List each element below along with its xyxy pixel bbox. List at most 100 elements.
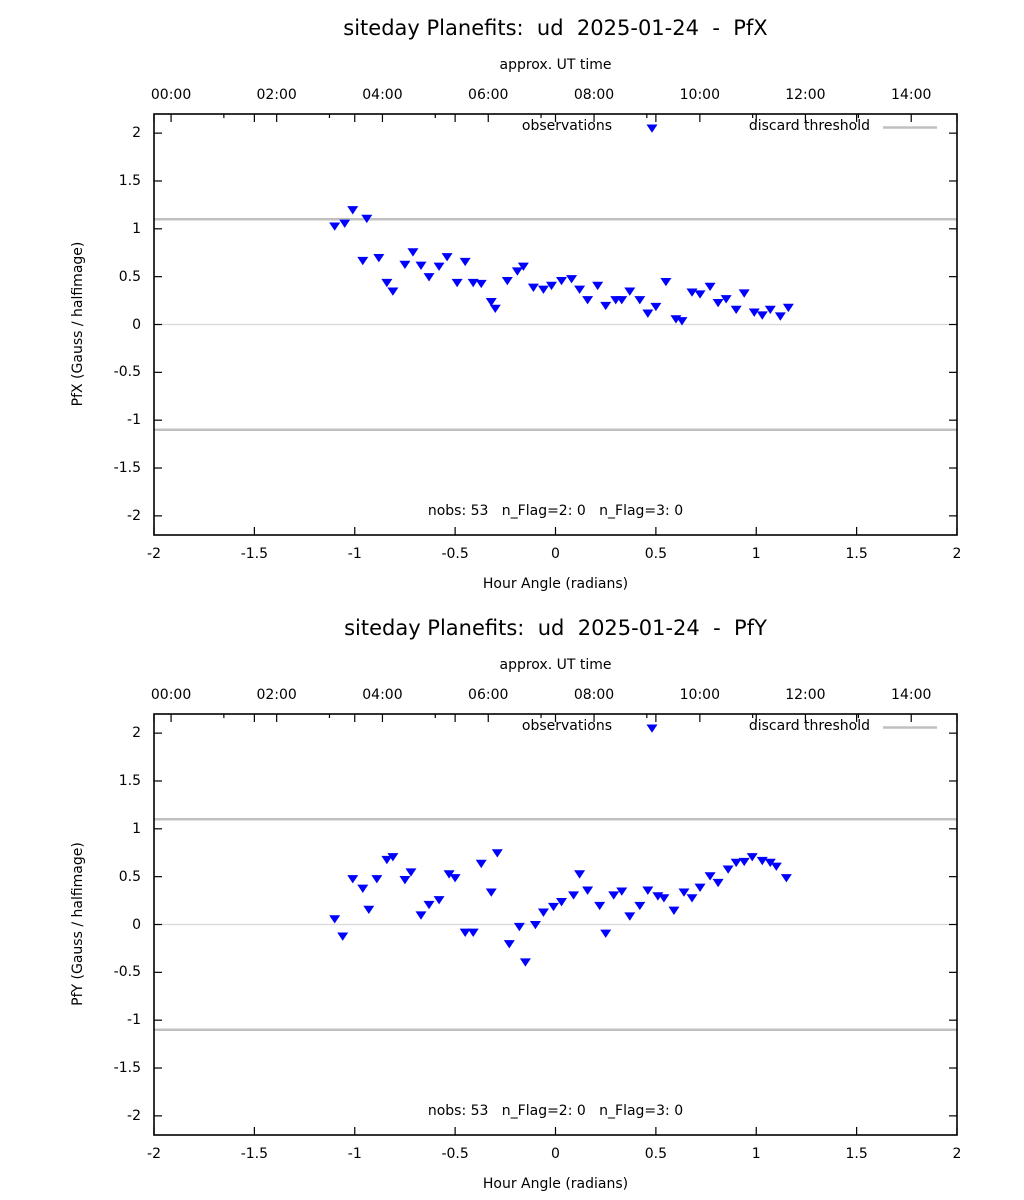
ut-axis-label: approx. UT time — [499, 657, 612, 673]
y-tick-label: -2 — [127, 1107, 141, 1124]
plot-area-pfy — [153, 713, 958, 1136]
data-point-marker — [449, 874, 461, 883]
y-tick-label: 2 — [132, 725, 141, 742]
ut-tick-label: 06:00 — [468, 687, 509, 703]
y-tick-label: 0.5 — [118, 268, 141, 285]
data-point-marker — [704, 872, 716, 881]
data-point-marker — [764, 305, 776, 314]
data-point-marker — [694, 883, 706, 892]
data-point-marker — [556, 276, 568, 286]
data-point-marker — [756, 856, 768, 866]
ut-tick-label: 10:00 — [679, 87, 720, 103]
data-point-marker — [485, 298, 497, 307]
ut-tick-label: 12:00 — [785, 87, 826, 103]
data-point-marker — [329, 915, 341, 924]
data-point-marker — [686, 894, 698, 903]
y-tick-label: 0 — [132, 916, 141, 933]
data-point-marker — [433, 896, 445, 905]
y-tick-label: 1.5 — [118, 172, 141, 189]
data-point-marker — [537, 908, 549, 917]
ut-tick-label: 06:00 — [468, 87, 509, 103]
data-point-marker — [423, 900, 435, 910]
data-point-marker — [423, 273, 435, 282]
data-point-marker — [337, 932, 349, 941]
x-tick-label: -1 — [347, 1146, 362, 1162]
data-point-marker — [415, 261, 427, 270]
data-point-marker — [600, 929, 612, 938]
data-point-marker — [475, 859, 487, 869]
plot-pfx: siteday Planefits: ud 2025-01-24 - PfX a… — [70, 16, 962, 592]
ut-tick-label: 10:00 — [679, 687, 720, 703]
data-point-marker — [451, 278, 463, 288]
plot-border — [153, 113, 958, 536]
data-point-marker — [582, 886, 594, 895]
data-point-marker — [658, 894, 670, 903]
data-point-marker — [361, 214, 373, 224]
data-point-marker — [774, 312, 786, 321]
legend-observations-label: observations — [521, 118, 612, 134]
data-point-marker — [722, 865, 734, 874]
data-point-marker — [694, 290, 706, 299]
plot-title: siteday Planefits: ud 2025-01-24 - PfX — [343, 16, 768, 40]
data-point-marker — [650, 302, 662, 312]
data-point-marker — [624, 287, 636, 296]
data-point-marker — [608, 891, 620, 900]
data-point-marker — [545, 281, 557, 291]
data-point-marker — [519, 958, 531, 967]
legend-threshold-label: discard threshold — [748, 118, 870, 134]
x-tick-label: -1.5 — [240, 546, 269, 562]
stats-annotation: nobs: 53 n_Flag=2: 0 n_Flag=3: 0 — [427, 1103, 684, 1119]
data-point-marker — [513, 922, 525, 932]
data-point-marker — [399, 876, 411, 885]
x-tick-label: 1 — [751, 1146, 761, 1162]
data-point-marker — [712, 298, 724, 308]
ut-tick-label: 00:00 — [150, 687, 192, 703]
data-point-marker — [407, 248, 419, 257]
y-tick-label: -1 — [127, 1012, 141, 1029]
data-point-marker — [491, 849, 503, 858]
ut-tick-label: 14:00 — [891, 87, 932, 103]
data-point-marker — [746, 853, 758, 862]
data-point-marker — [467, 278, 479, 288]
y-tick-label: 0 — [132, 316, 141, 333]
data-point-marker — [566, 275, 578, 284]
x-tick-label: 2 — [952, 1146, 962, 1162]
legend-triangle-down-icon — [646, 124, 658, 133]
data-point-marker — [443, 870, 455, 879]
data-point-marker — [600, 301, 612, 311]
y-tick-label: -0.5 — [113, 964, 141, 981]
x-tick-label: -1 — [347, 546, 362, 562]
stats-annotation: nobs: 53 n_Flag=2: 0 n_Flag=3: 0 — [427, 503, 684, 519]
data-point-marker — [748, 308, 760, 317]
data-point-marker — [357, 884, 369, 893]
data-point-marker — [501, 276, 513, 286]
ut-tick-label: 08:00 — [573, 687, 615, 703]
data-point-marker — [738, 857, 750, 867]
data-point-marker — [782, 303, 794, 313]
data-point-marker — [441, 253, 453, 262]
data-point-marker — [704, 282, 716, 292]
data-point-marker — [634, 901, 646, 911]
data-point-marker — [459, 257, 471, 267]
data-point-marker — [616, 887, 628, 896]
ut-tick-label: 12:00 — [785, 687, 826, 703]
data-point-marker — [415, 911, 427, 920]
data-point-marker — [329, 222, 341, 231]
x-tick-label: -2 — [147, 1146, 161, 1162]
data-point-marker — [678, 888, 690, 897]
data-point-marker — [642, 309, 654, 318]
data-point-marker — [624, 912, 636, 921]
y-tick-label: 2 — [132, 125, 141, 142]
ut-tick-label: 02:00 — [256, 687, 297, 703]
x-tick-label: 1.5 — [845, 546, 868, 562]
plot-pfy: siteday Planefits: ud 2025-01-24 - PfY a… — [0, 600, 1024, 1200]
data-point-marker — [730, 305, 742, 314]
data-point-marker — [503, 940, 515, 949]
x-tick-label: 2 — [952, 546, 962, 562]
data-point-marker — [582, 296, 594, 305]
x-tick-label: 1.5 — [845, 1146, 868, 1162]
data-point-marker — [467, 928, 479, 937]
y-tick-label: -2 — [127, 507, 141, 524]
data-point-marker — [363, 905, 375, 914]
data-point-marker — [738, 289, 750, 298]
